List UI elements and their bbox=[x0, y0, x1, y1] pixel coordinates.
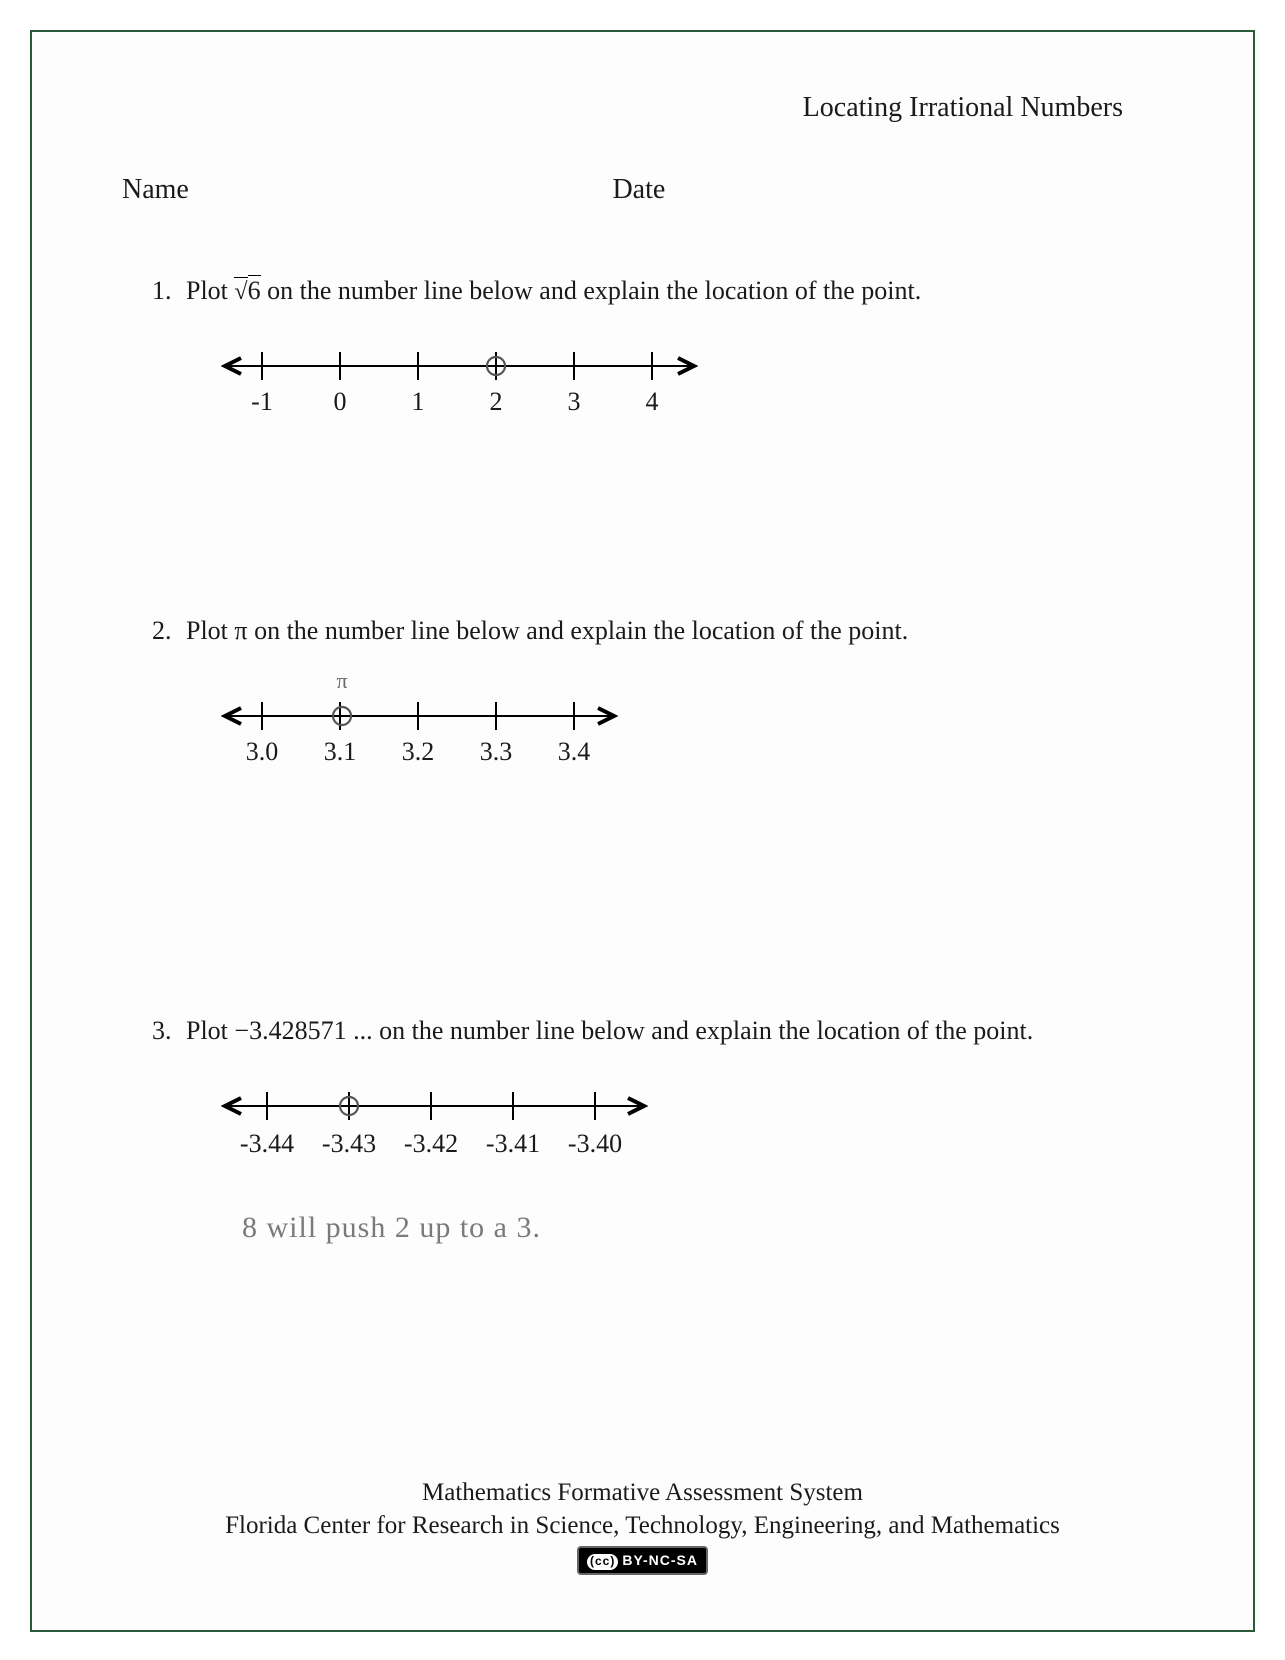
question-3-number: 3. bbox=[152, 1016, 186, 1046]
question-2: 2. Plot π on the number line below and e… bbox=[152, 616, 1163, 776]
question-1-text: 1. Plot √6 on the number line below and … bbox=[152, 276, 1163, 306]
footer-line-1: Mathematics Formative Assessment System bbox=[32, 1477, 1253, 1510]
handwritten-pi-label: π bbox=[336, 668, 347, 693]
tick-label: -1 bbox=[251, 387, 273, 416]
tick-label: 3.1 bbox=[324, 737, 357, 766]
question-1-number: 1. bbox=[152, 276, 186, 306]
tick-label: 1 bbox=[412, 387, 425, 416]
numberline-3-ticks: -3.44 -3.43 -3.42 -3.41 -3.40 bbox=[240, 1092, 622, 1158]
worksheet-title: Locating Irrational Numbers bbox=[122, 92, 1163, 124]
q2-value: π bbox=[234, 616, 247, 645]
cc-badge-icon: (cc)BY-NC-SA bbox=[577, 1546, 708, 1575]
numberline-1-ticks: -1 0 1 2 3 4 bbox=[251, 352, 658, 416]
cc-circle-icon: (cc) bbox=[587, 1554, 618, 1570]
spacer bbox=[122, 466, 1163, 616]
content-area: Locating Irrational Numbers Name Date 1.… bbox=[32, 32, 1253, 1630]
page: Locating Irrational Numbers Name Date 1.… bbox=[0, 0, 1285, 1660]
question-3-body: Plot −3.428571 ... on the number line be… bbox=[186, 1016, 1163, 1046]
tick-label: -3.43 bbox=[322, 1129, 376, 1158]
tick-label: -3.44 bbox=[240, 1129, 294, 1158]
spacer bbox=[122, 816, 1163, 1016]
tick-label: -3.40 bbox=[568, 1129, 622, 1158]
footer-line-2: Florida Center for Research in Science, … bbox=[32, 1510, 1253, 1543]
question-1-body: Plot √6 on the number line below and exp… bbox=[186, 276, 1163, 306]
numberline-3: -3.44 -3.43 -3.42 -3.41 -3.40 bbox=[212, 1076, 692, 1171]
date-label: Date bbox=[572, 174, 1163, 206]
question-2-text: 2. Plot π on the number line below and e… bbox=[152, 616, 1163, 646]
tick-label: 3.2 bbox=[402, 737, 435, 766]
q3-value: −3.428571 ... bbox=[234, 1016, 372, 1045]
tick-label: 3.3 bbox=[480, 737, 513, 766]
name-label: Name bbox=[122, 174, 572, 206]
tick-label: 3 bbox=[568, 387, 581, 416]
q3-suffix: on the number line below and explain the… bbox=[373, 1016, 1034, 1045]
question-3-text: 3. Plot −3.428571 ... on the number line… bbox=[152, 1016, 1163, 1046]
numberline-1: -1 0 1 2 3 4 bbox=[212, 336, 732, 426]
tick-label: -3.42 bbox=[404, 1129, 458, 1158]
q2-suffix: on the number line below and explain the… bbox=[248, 616, 909, 645]
q1-radical-icon: √ bbox=[234, 277, 247, 305]
q1-prefix: Plot bbox=[186, 276, 234, 305]
question-1: 1. Plot √6 on the number line below and … bbox=[152, 276, 1163, 426]
scan-border: Locating Irrational Numbers Name Date 1.… bbox=[30, 30, 1255, 1632]
cc-label: BY-NC-SA bbox=[622, 1552, 698, 1568]
footer: Mathematics Formative Assessment System … bbox=[32, 1477, 1253, 1575]
name-date-row: Name Date bbox=[122, 174, 1163, 206]
handwritten-answer: 8 will push 2 up to a 3. bbox=[242, 1211, 1163, 1245]
q1-suffix: on the number line below and explain the… bbox=[261, 276, 922, 305]
tick-label: 2 bbox=[490, 387, 503, 416]
q3-prefix: Plot bbox=[186, 1016, 234, 1045]
tick-label: 3.0 bbox=[246, 737, 279, 766]
question-2-number: 2. bbox=[152, 616, 186, 646]
q2-prefix: Plot bbox=[186, 616, 234, 645]
question-2-body: Plot π on the number line below and expl… bbox=[186, 616, 1163, 646]
question-3: 3. Plot −3.428571 ... on the number line… bbox=[152, 1016, 1163, 1245]
tick-label: 4 bbox=[646, 387, 659, 416]
tick-label: -3.41 bbox=[486, 1129, 540, 1158]
tick-label: 3.4 bbox=[558, 737, 591, 766]
numberline-2-ticks: 3.0 3.1 3.2 3.3 3.4 bbox=[246, 702, 591, 766]
numberline-2: 3.0 3.1 3.2 3.3 3.4 π bbox=[212, 666, 652, 776]
tick-label: 0 bbox=[334, 387, 347, 416]
